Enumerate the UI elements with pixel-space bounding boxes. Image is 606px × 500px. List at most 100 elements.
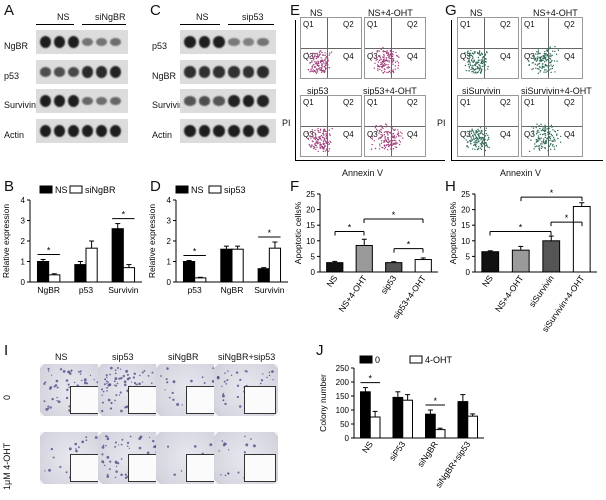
- y-tick-label: 25: [461, 190, 470, 199]
- quadrant-label: Q3: [367, 130, 378, 139]
- legend-label: siNgBR: [85, 185, 116, 195]
- quadrant-label: Q3: [303, 52, 314, 61]
- fc-e-ylabel: PI: [282, 118, 291, 128]
- panel-letter-c: C: [150, 2, 161, 19]
- quadrant-label: Q2: [407, 20, 418, 29]
- blot-c-col-sip53: sip53: [242, 12, 264, 22]
- category-label: p53: [188, 285, 202, 295]
- colony-dish-image: [156, 364, 220, 416]
- quadrant-label: Q2: [500, 20, 511, 29]
- y-tick-label: 0: [466, 268, 471, 277]
- blot-c-row-p53: p53: [152, 41, 168, 51]
- colony-inset: [186, 386, 218, 414]
- y-tick-label: 10: [306, 237, 315, 246]
- flow-plot: Q1 Q2 Q3 Q4: [300, 17, 362, 79]
- colony-inset: [70, 386, 102, 414]
- category-label: Survivin: [254, 285, 285, 295]
- panel-letter-b: B: [4, 178, 15, 195]
- flow-plot: Q1 Q2 Q3 Q4: [521, 17, 583, 79]
- bar: [434, 429, 446, 439]
- quadrant-label: Q3: [460, 52, 471, 61]
- category-label: NgBR: [221, 285, 244, 295]
- quadrant-label: Q3: [303, 130, 314, 139]
- y-axis-label: Relative expression: [1, 204, 11, 278]
- panel-letter-f: F: [290, 178, 300, 195]
- category-label: NS: [360, 439, 375, 455]
- quadrant-label: Q4: [500, 52, 511, 61]
- quadrant-label: Q1: [367, 20, 378, 29]
- significance-star: *: [193, 246, 197, 256]
- flow-plot: Q1 Q2 Q3 Q4: [364, 17, 426, 79]
- y-axis-label: Relative expression: [147, 204, 157, 278]
- quadrant-label: Q3: [367, 52, 378, 61]
- bar: [481, 251, 500, 273]
- colony-dish-image: [156, 432, 220, 484]
- bar: [572, 205, 591, 273]
- category-label: NS+4-OHT: [336, 273, 368, 313]
- category-label: sip53: [379, 273, 399, 296]
- y-tick-label: 0: [167, 278, 172, 287]
- quadrant-label: Q4: [500, 130, 511, 139]
- panel-letter-i: I: [4, 342, 9, 359]
- colony-col-ns: NS: [55, 352, 68, 362]
- category-label: siSurvivin: [527, 273, 556, 309]
- blot-c-row-survivin: Survivin: [152, 100, 185, 110]
- y-tick-label: 2: [21, 237, 26, 246]
- significance-star: *: [268, 228, 272, 238]
- bar-chart-b: 0 1 2 3 4 Relative expression NgBR * p53 Survivin…: [1, 185, 142, 295]
- bar: [369, 416, 381, 439]
- significance-star: *: [565, 213, 569, 223]
- y-axis-label: Apoptotic cells%: [293, 201, 303, 264]
- bar-chart-d: 0 1 2 3 4 Relative expression p53 * NgBR Survivin…: [147, 185, 288, 295]
- bar: [111, 228, 124, 283]
- colony-dish-image: [40, 364, 104, 416]
- quadrant-label: Q2: [343, 98, 354, 107]
- colony-dish-image: [214, 364, 278, 416]
- y-tick-label: 20: [306, 206, 315, 215]
- category-label: siP53: [387, 439, 408, 462]
- significance-star: *: [348, 222, 352, 232]
- blot-c-col-ns: NS: [196, 12, 209, 22]
- category-label: siNgBR: [415, 439, 440, 468]
- colony-inset: [244, 386, 276, 414]
- y-tick-label: 4: [21, 196, 26, 205]
- quadrant-label: Q1: [303, 20, 314, 29]
- flow-plot: Q1 Q2 Q3 Q4: [457, 17, 519, 79]
- y-tick-label: 10: [461, 237, 470, 246]
- legend-swatch: [39, 185, 53, 194]
- quadrant-label: Q1: [460, 20, 471, 29]
- y-tick-label: 5: [311, 252, 316, 261]
- flow-plot: Q1 Q2 Q3 Q4: [300, 95, 362, 157]
- colony-inset: [128, 454, 160, 482]
- blot-a-row-p53: p53: [4, 71, 20, 81]
- blot-a-col-singbr: siNgBR: [95, 12, 126, 22]
- bar: [385, 262, 403, 273]
- category-label: NgBR: [37, 285, 60, 295]
- bar: [257, 268, 270, 283]
- y-tick-label: 3: [21, 217, 26, 226]
- y-tick-label: 5: [466, 252, 471, 261]
- y-tick-label: 4: [167, 196, 172, 205]
- category-label: Survivin: [108, 285, 139, 295]
- y-tick-label: 100: [336, 406, 350, 415]
- colony-dish-image: [98, 432, 162, 484]
- bar: [392, 396, 404, 439]
- fc-e-title-ns: NS: [310, 8, 323, 18]
- quadrant-label: Q1: [524, 98, 535, 107]
- bar: [74, 264, 87, 283]
- category-label: NS+4-OHT: [493, 273, 525, 313]
- y-tick-label: 0: [21, 278, 26, 287]
- legend-swatch: [208, 185, 222, 194]
- significance-star: *: [407, 240, 411, 250]
- fc-g-ylabel: PI: [437, 118, 446, 128]
- bar: [48, 274, 61, 283]
- y-tick-label: 250: [336, 364, 350, 373]
- quadrant-label: Q2: [564, 98, 575, 107]
- category-label: NS: [324, 273, 339, 289]
- significance-star: *: [392, 210, 396, 220]
- panel-letter-d: D: [150, 178, 161, 195]
- blot-a-row-ngbr: NgBR: [4, 41, 29, 51]
- quadrant-label: Q4: [564, 52, 575, 61]
- legend-label: NS: [55, 185, 68, 195]
- y-tick-label: 0: [345, 434, 350, 443]
